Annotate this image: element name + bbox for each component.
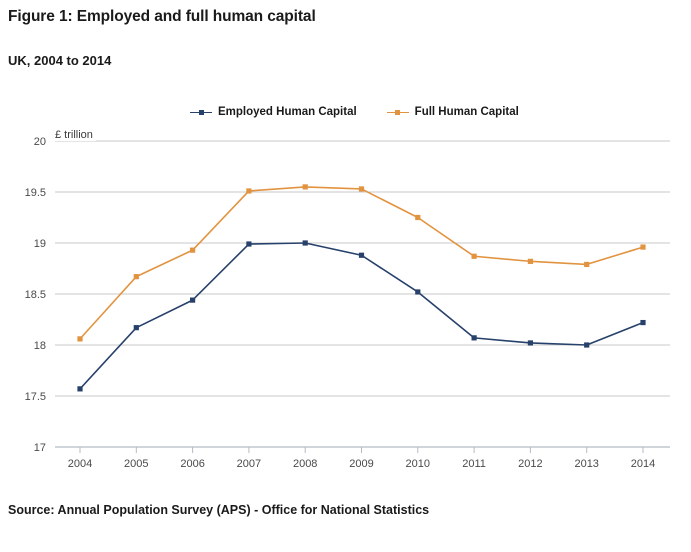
data-point-marker[interactable] xyxy=(358,252,365,258)
data-point-marker[interactable] xyxy=(77,336,83,342)
series-line xyxy=(79,186,644,340)
data-point-marker[interactable] xyxy=(190,297,196,303)
chart-legend: Employed Human Capital Full Human Capita… xyxy=(190,106,519,118)
x-axis-tick-label: 2014 xyxy=(631,458,655,468)
data-point-marker[interactable] xyxy=(471,335,477,341)
legend-label-employed: Employed Human Capital xyxy=(218,106,357,118)
chart-plot-area: 17 17.5 18 18.5 19 19.5 20 2004 2005 2006 2007 2008… xyxy=(0,128,691,468)
legend-item-full-human-capital[interactable]: Full Human Capital xyxy=(386,106,519,118)
data-point-marker[interactable] xyxy=(246,241,252,247)
data-point-marker[interactable] xyxy=(527,258,533,264)
legend-marker-icon-full xyxy=(386,107,409,117)
y-axis-tick-label: 17 xyxy=(34,442,46,454)
data-point-marker[interactable] xyxy=(415,289,421,295)
y-axis-tick-label: 18.5 xyxy=(25,289,46,301)
x-axis-tick-label: 2006 xyxy=(180,458,204,468)
figure-subtitle: UK, 2004 to 2014 xyxy=(8,53,112,68)
x-axis-tick-label: 2012 xyxy=(518,458,542,468)
series-full-human-capital xyxy=(77,184,646,342)
y-axis-tick-label: 19.5 xyxy=(25,187,46,199)
series-line xyxy=(79,242,644,390)
data-point-marker[interactable] xyxy=(640,244,646,250)
x-axis-tick-label: 2004 xyxy=(68,458,92,468)
data-point-marker[interactable] xyxy=(640,319,646,326)
series-employed-human-capital xyxy=(77,240,646,392)
legend-marker-icon-employed xyxy=(190,107,212,117)
page-title: Figure 1: Employed and full human capita… xyxy=(8,8,316,25)
x-axis-tick-label: 2010 xyxy=(406,458,430,468)
data-point-marker[interactable] xyxy=(302,240,308,246)
data-point-marker[interactable] xyxy=(302,184,308,190)
data-point-marker[interactable] xyxy=(190,247,196,253)
y-axis-tick-label: 18 xyxy=(34,340,46,352)
data-point-marker[interactable] xyxy=(358,186,365,192)
line-chart: 17 17.5 18 18.5 19 19.5 20 2004 2005 2006 2007 2008… xyxy=(25,136,670,468)
data-point-marker[interactable] xyxy=(527,340,533,346)
y-axis-tick-label: 19 xyxy=(34,238,46,250)
y-axis-tick-label: 20 xyxy=(34,136,46,148)
data-point-marker[interactable] xyxy=(584,342,590,348)
data-point-marker[interactable] xyxy=(415,214,421,221)
x-axis-tick-label: 2009 xyxy=(349,458,373,468)
data-point-marker[interactable] xyxy=(246,188,252,194)
x-axis-tick-label: 2007 xyxy=(237,458,261,468)
data-point-marker[interactable] xyxy=(584,261,590,268)
y-axis-tick-label: 17.5 xyxy=(25,391,46,403)
x-axis-tick-label: 2011 xyxy=(462,458,486,468)
x-axis-tick-label: 2013 xyxy=(574,458,598,468)
legend-label-full: Full Human Capital xyxy=(414,106,519,118)
data-point-marker[interactable] xyxy=(471,253,477,259)
data-point-marker[interactable] xyxy=(77,386,83,392)
source-note: Source: Annual Population Survey (APS) -… xyxy=(8,503,430,517)
x-axis-tick-label: 2005 xyxy=(124,458,148,468)
data-point-marker[interactable] xyxy=(133,274,139,280)
legend-item-employed-human-capital[interactable]: Employed Human Capital xyxy=(190,106,357,118)
y-axis-unit-label: £ trillion xyxy=(52,129,96,141)
x-axis-tick-label: 2008 xyxy=(293,458,317,468)
data-point-marker[interactable] xyxy=(133,325,139,331)
